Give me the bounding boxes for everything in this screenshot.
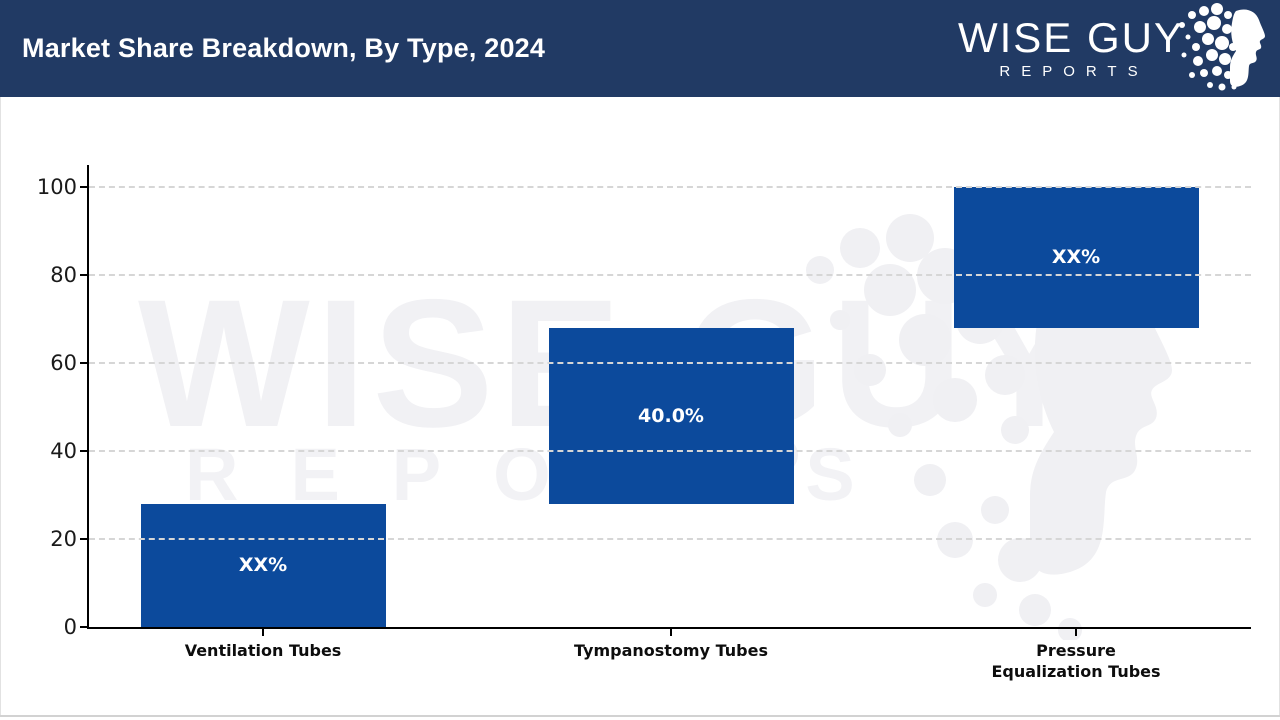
y-tick-mark [80, 274, 88, 276]
y-tick-label: 0 [63, 615, 77, 639]
logo-text: WISE GUY REPORTS [957, 14, 1184, 81]
plot-area: 0 20 40 60 80 100 XX% 40.0% XX% Ventilation Tubes… [0, 97, 1280, 720]
bar [140, 503, 386, 627]
y-tick-label: 40 [50, 439, 77, 463]
bar-value-label: XX% [238, 554, 288, 577]
chart-title: Market Share Breakdown, By Type, 2024 [22, 33, 546, 63]
wise-guy-reports-logo: WISE GUY REPORTS [957, 2, 1280, 95]
x-tick-label: Tympanostomy Tubes [574, 641, 768, 660]
bar [953, 187, 1199, 328]
y-gridline [89, 538, 1251, 540]
x-tick-label: Ventilation Tubes [184, 641, 342, 660]
y-tick-mark [80, 450, 88, 452]
logo-wordmark: WISE GUY [957, 14, 1184, 61]
x-tick-mark [262, 628, 264, 636]
y-tick-mark [80, 626, 88, 628]
bottom-border [0, 715, 1280, 717]
y-gridline [89, 362, 1251, 364]
left-border [0, 97, 1, 717]
y-gridline [89, 186, 1251, 188]
y-tick-mark [80, 186, 88, 188]
y-axis-line [87, 165, 89, 629]
bar-value-label: XX% [1051, 246, 1101, 269]
y-tick-label: 20 [50, 527, 77, 551]
bar-value-label: 40.0% [638, 404, 704, 427]
x-tick-label: Pressure Equalization Tubes [991, 641, 1161, 681]
header-bar: Market Share Breakdown, By Type, 2024 WI… [0, 0, 1280, 97]
y-tick-label: 80 [50, 263, 77, 287]
x-tick-mark [670, 628, 672, 636]
bar [548, 327, 794, 504]
y-gridline [89, 274, 1251, 276]
x-tick-mark [1075, 628, 1077, 636]
y-gridline [89, 450, 1251, 452]
logo-subtitle: REPORTS [999, 63, 1149, 80]
y-tick-mark [80, 362, 88, 364]
y-tick-mark [80, 538, 88, 540]
y-tick-label: 60 [50, 351, 77, 375]
y-tick-label: 100 [36, 175, 77, 199]
logo-face-icon [1179, 2, 1265, 90]
x-axis-line [87, 627, 1251, 629]
